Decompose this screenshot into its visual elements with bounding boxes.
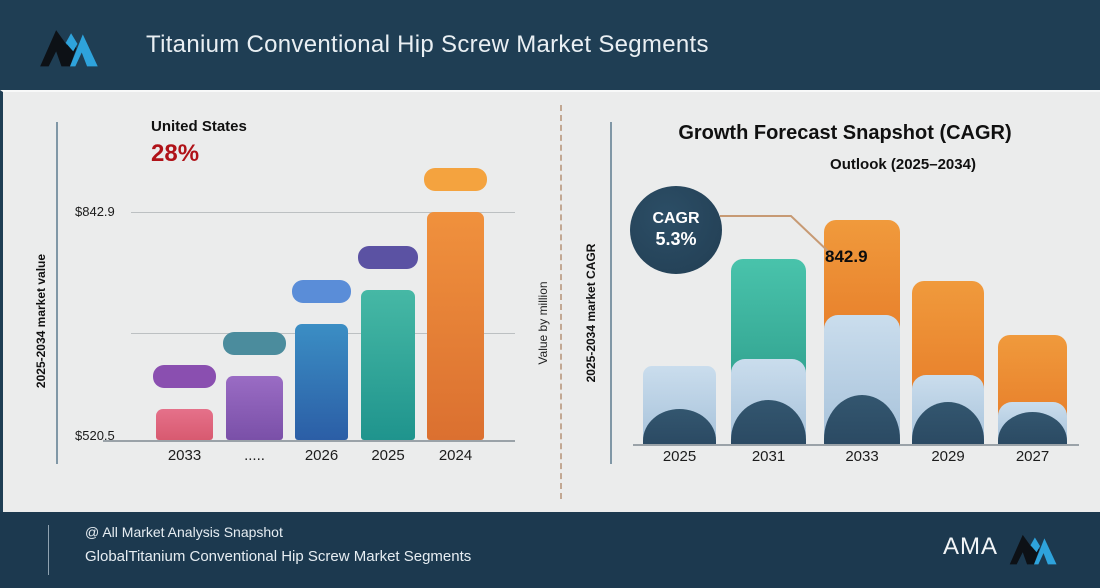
footer-text: @ All Market Analysis Snapshot GlobalTit… bbox=[85, 524, 471, 565]
left-y-axis bbox=[56, 122, 58, 464]
right-x-label-2031: 2031 bbox=[751, 448, 786, 465]
right-bar-top-2033 bbox=[824, 220, 900, 329]
right-chart-subtitle: Outlook (2025–2034) bbox=[830, 156, 976, 173]
left-bar-cap-..... bbox=[223, 332, 286, 355]
y-tick-bottom: $520.5 bbox=[75, 428, 115, 443]
footer-brand-text: AMA bbox=[942, 533, 998, 560]
right-x-label-2025: 2025 bbox=[662, 448, 697, 465]
right-y-axis bbox=[610, 122, 612, 464]
left-x-label-2025: 2025 bbox=[371, 447, 405, 464]
right-x-axis bbox=[633, 444, 1079, 446]
y-tick-top: $842.9 bbox=[75, 204, 115, 219]
left-y-axis-label: 2025-2034 market value bbox=[34, 253, 48, 389]
left-bar-2026 bbox=[295, 324, 348, 440]
left-chart-title: United States bbox=[151, 118, 247, 135]
right-x-label-2029: 2029 bbox=[931, 448, 965, 465]
left-bar-cap-2026 bbox=[292, 280, 351, 303]
gridline-top bbox=[131, 212, 515, 213]
left-bar-cap-2024 bbox=[424, 168, 487, 191]
footer-brand: AMA bbox=[943, 526, 1060, 568]
cagr-badge-label: CAGR bbox=[652, 210, 700, 228]
right-x-label-2033: 2033 bbox=[845, 448, 879, 465]
callout-value: 842.9 bbox=[825, 247, 868, 266]
left-x-label-2033: 2033 bbox=[167, 447, 202, 464]
content-panel: 2025-2034 market value United States 28%… bbox=[0, 90, 1100, 512]
ama-logo-footer-icon bbox=[1009, 534, 1057, 565]
left-x-label-.....: ..... bbox=[244, 447, 265, 464]
left-x-label-2024: 2024 bbox=[438, 447, 473, 464]
section-divider bbox=[560, 105, 562, 499]
right-chart-title: Growth Forecast Snapshot (CAGR) bbox=[678, 122, 1012, 144]
ama-logo-icon bbox=[40, 30, 98, 67]
left-bar-..... bbox=[226, 376, 283, 440]
right-y-axis-label: 2025-2034 market CAGR bbox=[584, 243, 598, 383]
cagr-badge: CAGR 5.3% bbox=[630, 186, 722, 274]
left-chart-heading: United States 28% bbox=[151, 118, 247, 168]
footer: @ All Market Analysis Snapshot GlobalTit… bbox=[0, 512, 1100, 588]
left-bar-2024 bbox=[427, 212, 484, 440]
left-x-axis bbox=[103, 440, 515, 442]
right-bar-top-2029 bbox=[912, 281, 984, 389]
left-chart-percentage: 28% bbox=[151, 140, 200, 167]
value-by-million-label: Value by million bbox=[536, 281, 550, 365]
right-bar-top-2031 bbox=[731, 259, 806, 373]
cagr-badge-value: 5.3% bbox=[655, 228, 697, 249]
left-bar-cap-2033 bbox=[153, 365, 216, 388]
left-bar-2033 bbox=[156, 409, 213, 440]
page-title: Titanium Conventional Hip Screw Market S… bbox=[146, 31, 709, 58]
left-x-label-2026: 2026 bbox=[304, 447, 339, 464]
footer-subject: GlobalTitanium Conventional Hip Screw Ma… bbox=[85, 548, 472, 565]
left-bar-cap-2025 bbox=[358, 246, 418, 269]
right-x-label-2027: 2027 bbox=[1015, 448, 1050, 465]
footer-credit: @ All Market Analysis Snapshot bbox=[85, 524, 283, 540]
left-bar-2025 bbox=[361, 290, 415, 440]
footer-divider bbox=[48, 525, 49, 575]
header: Titanium Conventional Hip Screw Market S… bbox=[0, 0, 1100, 90]
